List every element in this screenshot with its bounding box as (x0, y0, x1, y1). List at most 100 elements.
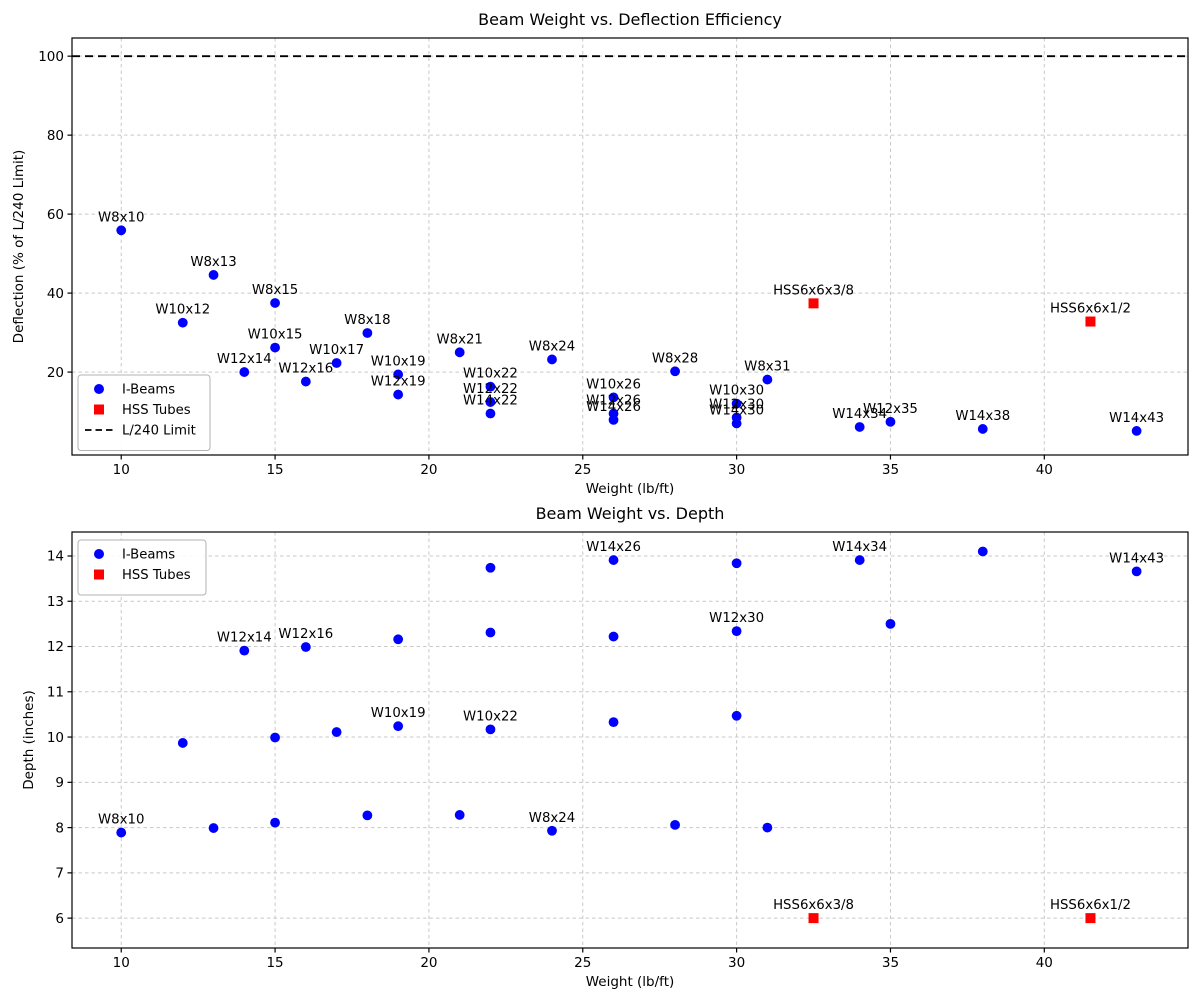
x-tick-label: 30 (728, 462, 745, 478)
y-tick-label: 10 (47, 730, 64, 746)
data-point (808, 913, 819, 924)
y-tick-label: 60 (47, 207, 64, 223)
point-label: W12x26 (586, 394, 641, 409)
point-label: W8x10 (98, 210, 144, 225)
point-label: W8x24 (529, 811, 575, 826)
axes-frame (71, 531, 1189, 949)
grid (72, 38, 1188, 455)
legend-marker-circle (94, 384, 104, 394)
point-label: W12x16 (278, 362, 333, 377)
point-label: W8x10 (98, 813, 144, 828)
legend-item-label: I-Beams (122, 548, 175, 563)
data-point (731, 418, 742, 429)
ticks: 10 15 20 25 30 35 40 20 40 60 80 100 (38, 49, 1053, 478)
data-point (393, 389, 404, 400)
point-label: W8x13 (190, 255, 236, 270)
y-tick-label: 7 (55, 866, 64, 882)
point-label: W10x22 (463, 367, 518, 382)
legend-item: HSS Tubes (94, 568, 191, 583)
data-point (393, 721, 404, 732)
y-axis-label: Deflection (% of L/240 Limit) (11, 150, 27, 344)
point-label: W12x35 (863, 402, 918, 417)
point-label: W12x30 (709, 397, 764, 412)
data-point (239, 645, 250, 656)
data-point (485, 562, 496, 573)
x-tick-label: 40 (1036, 462, 1053, 478)
chart-title: Beam Weight vs. Deflection Efficiency (478, 10, 782, 29)
legend-item: I-Beams (94, 548, 175, 563)
data-point (608, 555, 619, 565)
data-point (331, 358, 342, 368)
y-tick-label: 9 (55, 775, 64, 791)
x-tick-label: 25 (574, 955, 591, 971)
y-tick-label: 13 (47, 594, 64, 610)
point-label: W12x22 (463, 382, 518, 397)
data-point (1085, 316, 1096, 327)
series-i-beams: W8x10 W10x12 W8x13 W12x14 W8x15 W10x15 W12x16 W… (98, 210, 1164, 436)
data-point (854, 422, 865, 432)
legend-marker-square (94, 404, 104, 415)
point-label: W8x31 (744, 360, 790, 375)
data-point (485, 724, 496, 735)
data-point (854, 555, 865, 565)
point-label: W10x17 (309, 343, 364, 358)
data-point (300, 376, 311, 387)
data-point (270, 817, 280, 828)
point-label: HSS6x6x1/2 (1050, 302, 1131, 317)
legend-item: HSS Tubes (94, 403, 191, 418)
x-tick-label: 20 (420, 462, 437, 478)
point-label: W14x43 (1109, 551, 1164, 566)
legend: I-Beams HSS Tubes L/240 Limit (77, 374, 211, 451)
data-point (1085, 913, 1096, 924)
point-label: W12x19 (371, 375, 426, 390)
data-point (454, 810, 465, 820)
x-tick-label: 35 (882, 462, 899, 478)
x-tick-label: 35 (882, 955, 899, 971)
x-axis-label: Weight (lb/ft) (586, 974, 675, 990)
point-label: W12x14 (217, 352, 272, 367)
legend-item-label: I-Beams (122, 383, 175, 398)
data-point (362, 328, 373, 338)
y-tick-label: 80 (47, 128, 64, 144)
legend-item-label: HSS Tubes (122, 403, 191, 418)
data-point (270, 298, 280, 308)
point-label: W8x18 (344, 313, 390, 328)
data-point (270, 732, 280, 743)
data-point (808, 298, 819, 309)
data-point (300, 642, 311, 652)
ticks: 10 15 20 25 30 35 40 6 7 8 9 10 11 12 13 14 (47, 549, 1053, 971)
y-tick-label: 20 (47, 365, 64, 381)
series-hss-tubes: HSS6x6x3/8 HSS6x6x1/2 (773, 283, 1131, 327)
series-hss-tubes: HSS6x6x3/8 HSS6x6x1/2 (773, 898, 1131, 924)
data-point (454, 347, 465, 358)
data-point (116, 827, 127, 838)
series-i-beams: W8x10 W12x14 W12x16 W10x19 W10x22 W8x24 W14x26… (98, 540, 1164, 838)
data-point (670, 366, 680, 377)
legend-item: L/240 Limit (85, 424, 196, 439)
data-point (547, 825, 557, 836)
axes-frame (71, 37, 1189, 456)
data-point (608, 414, 619, 425)
chart-depth: 10 15 20 25 30 35 40 6 7 8 9 10 11 12 13 14 Beam Weight … (21, 504, 1189, 990)
grid (72, 532, 1188, 948)
data-point (362, 810, 373, 821)
data-point (762, 822, 773, 833)
legend-item-label: L/240 Limit (122, 424, 196, 439)
point-label: HSS6x6x3/8 (773, 283, 854, 298)
data-point (608, 392, 619, 403)
point-label: HSS6x6x1/2 (1050, 898, 1131, 913)
legend-box (77, 374, 211, 451)
data-point (116, 225, 127, 236)
x-tick-label: 15 (266, 955, 283, 971)
x-tick-label: 25 (574, 462, 591, 478)
point-label: W8x24 (529, 339, 575, 354)
data-point (977, 546, 988, 557)
legend-item: I-Beams (94, 383, 175, 398)
y-tick-label: 12 (47, 639, 64, 655)
point-label: W10x12 (155, 303, 210, 318)
point-label: W10x30 (709, 384, 764, 399)
point-label: W10x26 (586, 377, 641, 392)
data-point (670, 819, 680, 830)
